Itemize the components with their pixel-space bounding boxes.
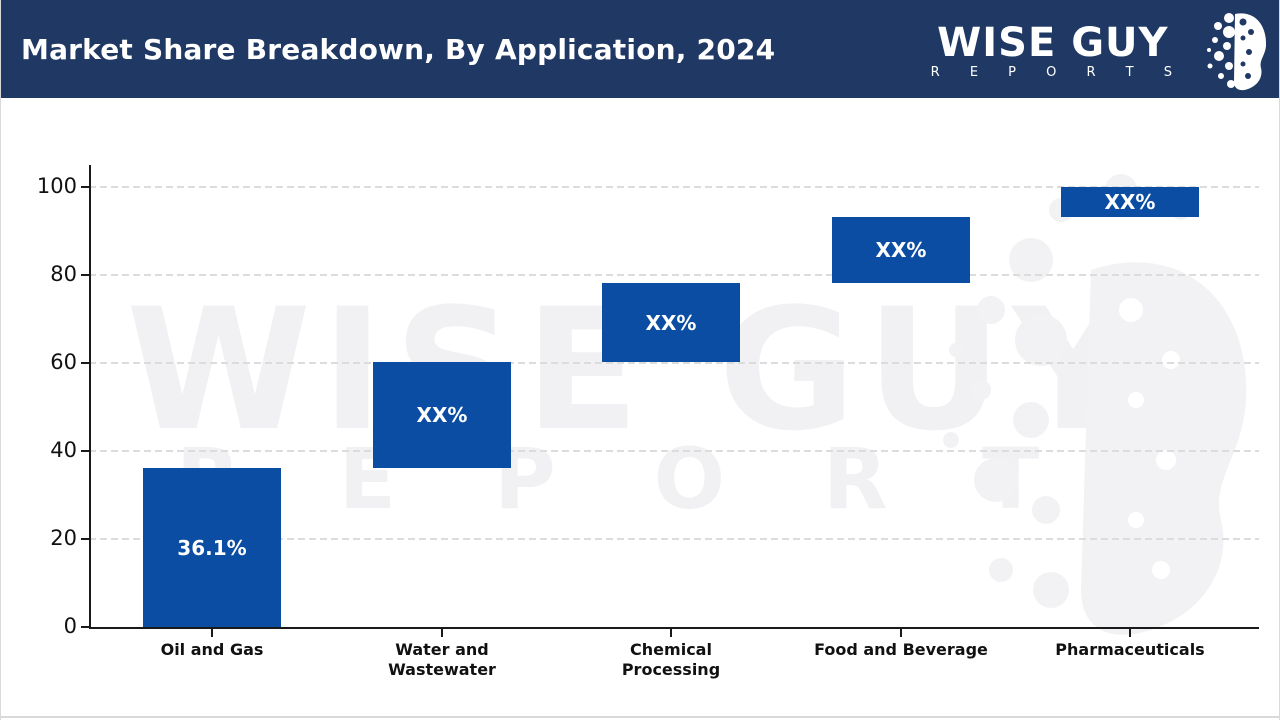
bar-oil-and-gas: 36.1%: [143, 468, 281, 627]
y-axis-line: [89, 165, 91, 629]
y-axis-tick-label: 80: [50, 262, 77, 286]
page-title: Market Share Breakdown, By Application, …: [21, 32, 776, 66]
bar-value-label: XX%: [645, 310, 697, 335]
bar-value-label: 36.1%: [177, 535, 247, 560]
y-axis-tick-label: 100: [36, 174, 77, 198]
x-tickmark: [900, 629, 902, 637]
logo-face-icon: [1207, 13, 1267, 91]
y-tickmark: [81, 626, 89, 628]
watermark-subtext: REPORTS: [176, 430, 1280, 528]
y-gridline: [89, 538, 1259, 540]
bar-value-label: XX%: [416, 403, 468, 428]
y-axis-tick-label: 60: [50, 350, 77, 374]
x-axis-category-label: Oil and Gas: [160, 640, 264, 659]
wise-guy-logo: WISE GUY R E P O R T S: [921, 8, 1271, 94]
y-tickmark: [81, 274, 89, 276]
x-axis-category-label: Water and Wastewater: [388, 640, 496, 679]
y-gridline: [89, 362, 1259, 364]
bar-chemical-processing: XX%: [602, 283, 740, 363]
bar-value-label: XX%: [875, 238, 927, 263]
x-tickmark: [441, 629, 443, 637]
y-axis-tick-label: 0: [63, 614, 77, 638]
x-axis-line: [89, 627, 1259, 629]
bar-value-label: XX%: [1104, 189, 1156, 214]
x-axis-category-label: Food and Beverage: [814, 640, 988, 659]
x-tickmark: [211, 629, 213, 637]
logo-wordmark: WISE GUY: [937, 20, 1169, 66]
logo-text: WISE GUY R E P O R T S: [921, 22, 1185, 80]
y-axis-tick-label: 20: [50, 526, 77, 550]
y-gridline: [89, 450, 1259, 452]
header-bar: Market Share Breakdown, By Application, …: [1, 0, 1279, 98]
footer-rule: [1, 716, 1279, 718]
x-tickmark: [1129, 629, 1131, 637]
y-axis-tick-label: 40: [50, 438, 77, 462]
x-tickmark: [670, 629, 672, 637]
bar-pharmaceuticals: XX%: [1061, 187, 1199, 217]
bar-water-and-wastewater: XX%: [373, 362, 511, 469]
logo-subtext: R E P O R T S: [930, 65, 1185, 80]
y-tickmark: [81, 362, 89, 364]
bar-food-and-beverage: XX%: [832, 216, 970, 284]
y-tickmark: [81, 186, 89, 188]
y-gridline: [89, 186, 1259, 188]
x-axis-category-label: Pharmaceuticals: [1055, 640, 1205, 659]
x-axis-category-label: Chemical Processing: [621, 640, 721, 679]
y-tickmark: [81, 538, 89, 540]
y-tickmark: [81, 450, 89, 452]
y-gridline: [89, 274, 1259, 276]
